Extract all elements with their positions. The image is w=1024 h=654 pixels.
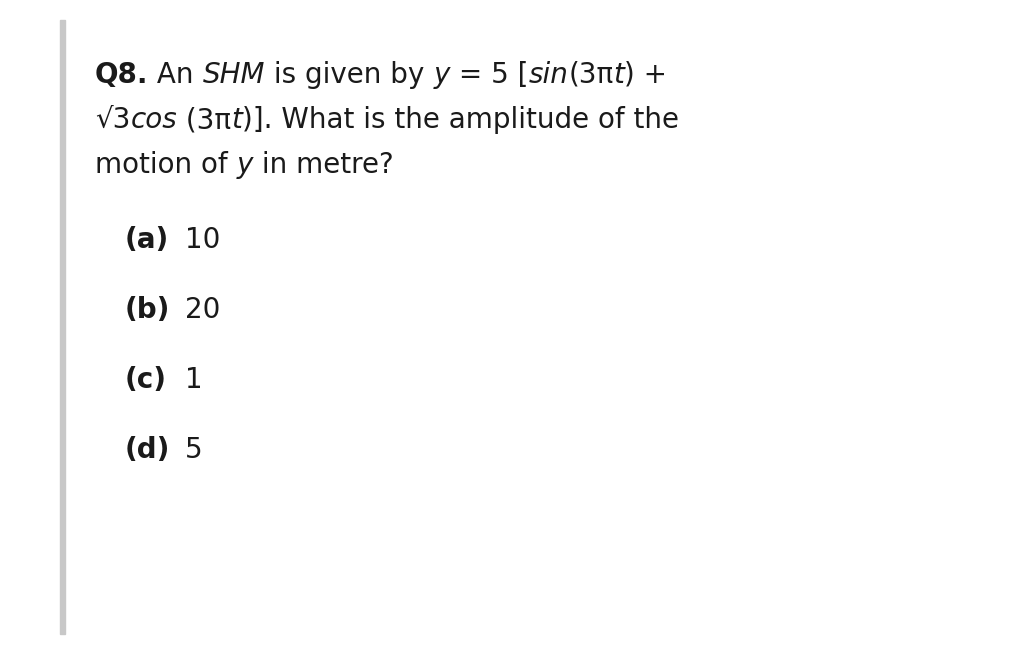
Text: ) +: ) + — [625, 61, 668, 89]
Text: in metre?: in metre? — [253, 151, 393, 179]
Text: (b): (b) — [125, 296, 170, 324]
Bar — [60, 20, 65, 634]
Text: 20: 20 — [185, 296, 220, 324]
Text: 5: 5 — [185, 436, 203, 464]
Text: cos: cos — [130, 106, 177, 134]
Text: y: y — [433, 61, 450, 89]
Text: Q8.: Q8. — [95, 61, 148, 89]
Text: 1: 1 — [185, 366, 203, 394]
Text: (d): (d) — [125, 436, 170, 464]
Text: An: An — [148, 61, 203, 89]
Text: sin: sin — [528, 61, 568, 89]
Text: (3π: (3π — [177, 106, 231, 134]
Text: is given by: is given by — [265, 61, 433, 89]
Text: )]. What is the amplitude of the: )]. What is the amplitude of the — [242, 106, 679, 134]
Text: (c): (c) — [125, 366, 167, 394]
Text: = 5 [: = 5 [ — [450, 61, 528, 89]
Text: y: y — [237, 151, 253, 179]
Text: motion of: motion of — [95, 151, 237, 179]
Text: t: t — [231, 106, 242, 134]
Text: √3: √3 — [95, 106, 130, 134]
Text: (a): (a) — [125, 226, 169, 254]
Text: 10: 10 — [185, 226, 220, 254]
Text: t: t — [613, 61, 625, 89]
Text: SHM: SHM — [203, 61, 265, 89]
Text: (3π: (3π — [568, 61, 613, 89]
